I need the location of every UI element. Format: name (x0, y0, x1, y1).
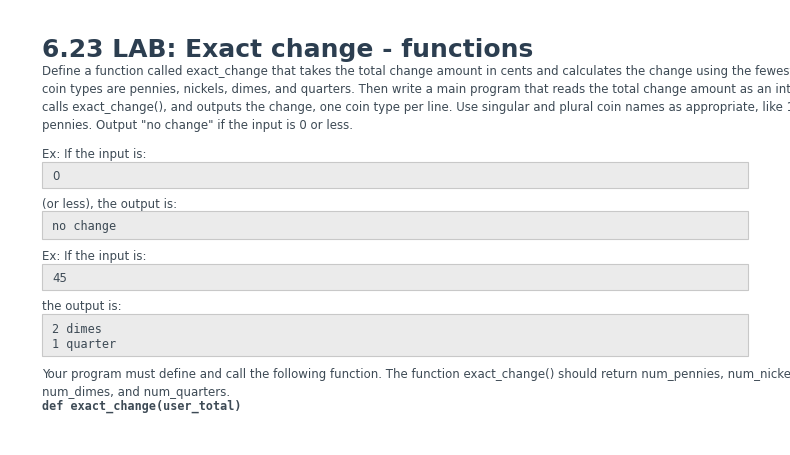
Text: 6.23 LAB: Exact change - functions: 6.23 LAB: Exact change - functions (42, 38, 533, 62)
Text: 2 dimes
1 quarter: 2 dimes 1 quarter (52, 322, 116, 350)
Text: Your program must define and call the following function. The function exact_cha: Your program must define and call the fo… (42, 367, 790, 398)
Text: 0: 0 (52, 170, 59, 183)
Text: Ex: If the input is:: Ex: If the input is: (42, 148, 146, 161)
Text: def exact_change(user_total): def exact_change(user_total) (42, 399, 242, 412)
Text: Ex: If the input is:: Ex: If the input is: (42, 249, 146, 263)
Text: Define a function called exact_change that takes the total change amount in cent: Define a function called exact_change th… (42, 65, 790, 131)
Text: the output is:: the output is: (42, 299, 122, 312)
Text: (or less), the output is:: (or less), the output is: (42, 197, 177, 211)
Text: 45: 45 (52, 272, 67, 285)
Text: no change: no change (52, 220, 116, 233)
